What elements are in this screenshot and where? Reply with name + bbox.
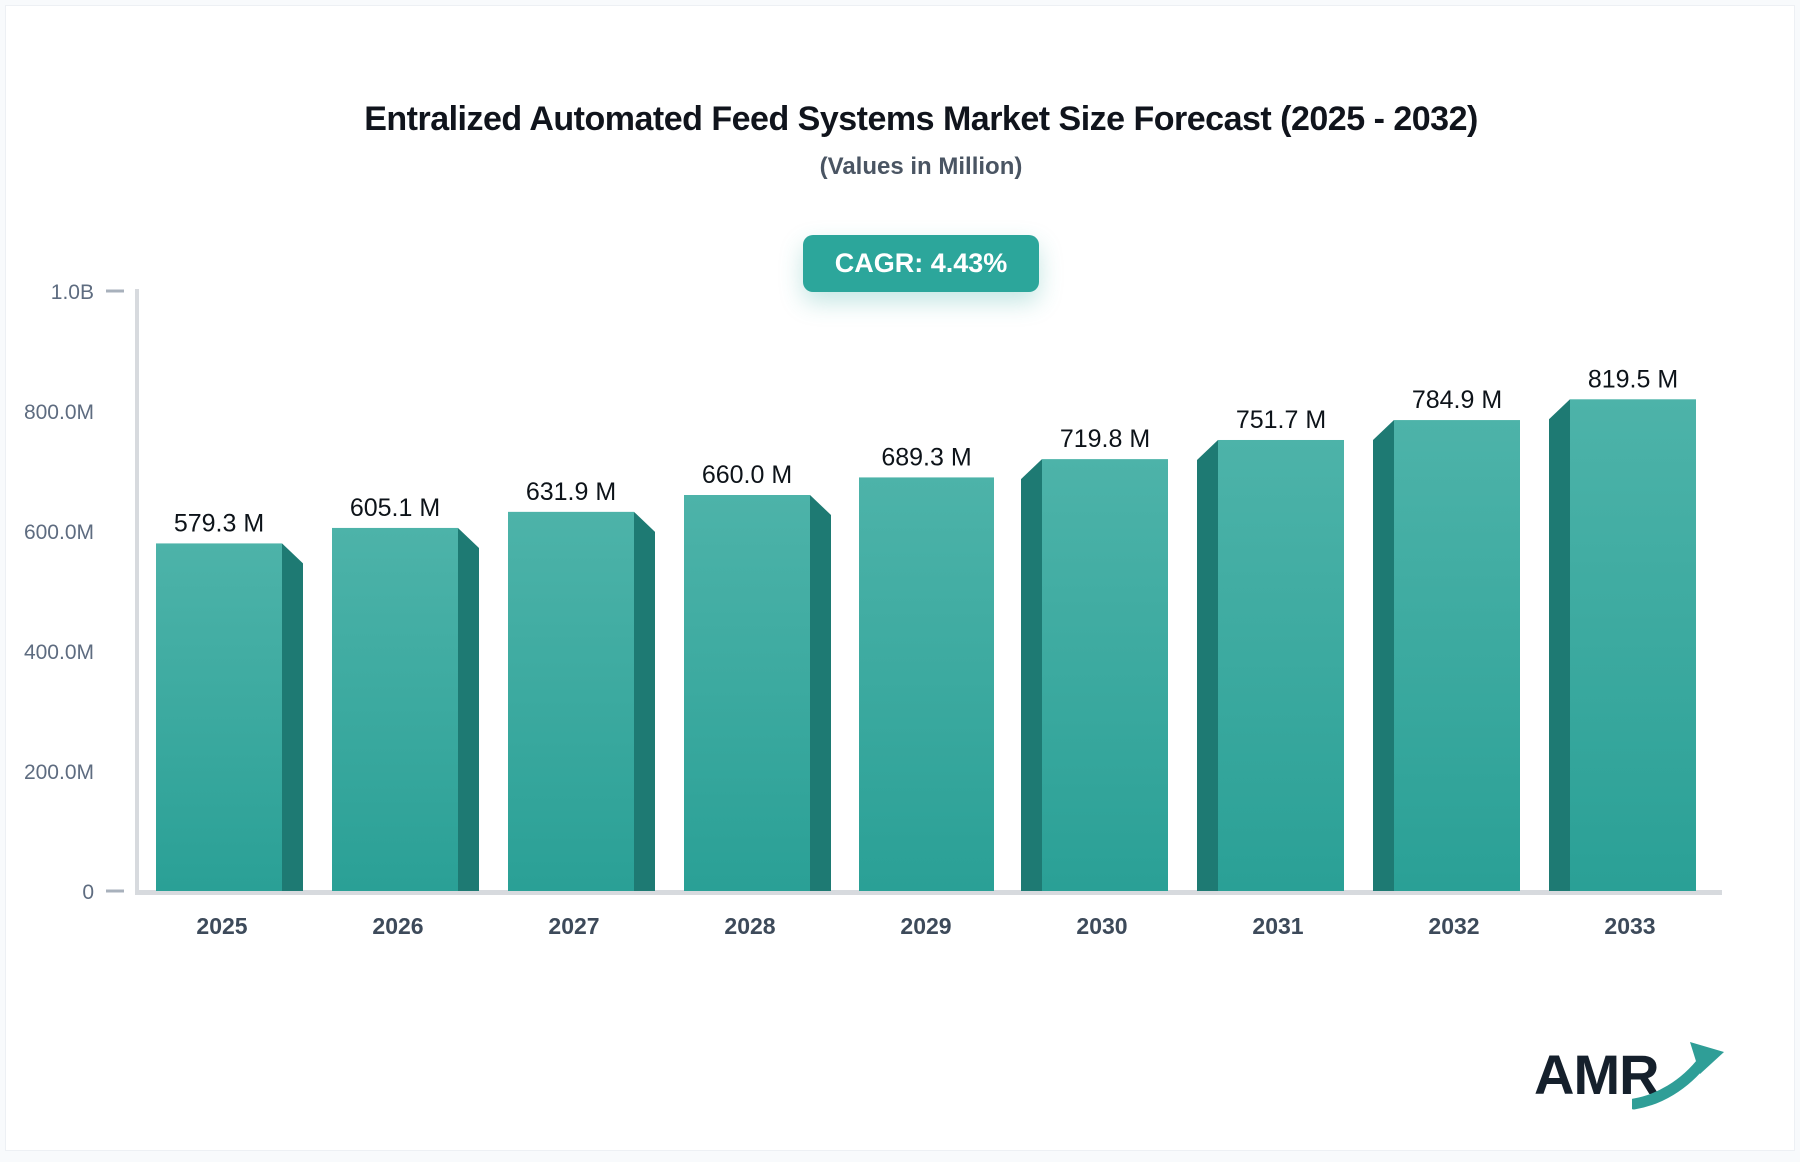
bar-value-label: 751.7 M — [1236, 406, 1326, 434]
bar-value-label: 784.9 M — [1412, 386, 1502, 414]
amr-logo-text: AMR — [1534, 1043, 1660, 1106]
chart-header: Entralized Automated Feed Systems Market… — [136, 6, 1706, 292]
amr-logo: AMR — [1534, 1036, 1734, 1126]
x-tick-label: 2027 — [548, 913, 599, 939]
bar-side-2033 — [1549, 399, 1570, 891]
x-tick-label: 2030 — [1076, 913, 1127, 939]
bar-2026 — [332, 527, 458, 891]
chart-card: 0 200.0M 400.0M 600.0M 800.0M 1.0B 579.3 M 2025… — [5, 5, 1795, 1151]
bar-2029 — [859, 477, 994, 891]
y-tick-label: 400.0M — [24, 641, 94, 664]
y-axis-line — [135, 289, 139, 894]
bar-value-label: 631.9 M — [526, 478, 616, 506]
bar-side-2028 — [810, 495, 831, 891]
bar-side-2025 — [282, 543, 303, 891]
growth-arrow-icon — [1632, 1042, 1724, 1110]
chart-title: Entralized Automated Feed Systems Market… — [364, 100, 1478, 138]
bar-value-label: 819.5 M — [1588, 365, 1678, 393]
bar-side-2032 — [1373, 420, 1394, 891]
y-tick-label: 200.0M — [24, 761, 94, 784]
x-tick-label: 2028 — [724, 913, 775, 939]
bar-value-label: 689.3 M — [881, 443, 971, 471]
bar-value-label: 605.1 M — [350, 494, 440, 522]
y-tick-label: 600.0M — [24, 521, 94, 544]
bar-2032 — [1394, 420, 1520, 891]
chart-subtitle: (Values in Million) — [819, 153, 1023, 180]
y-tick-label: 0 — [82, 881, 94, 904]
cagr-badge: CAGR: 4.43% — [802, 235, 1040, 292]
bar-2033 — [1570, 399, 1696, 891]
y-tick-dash — [106, 889, 124, 893]
bar-2027 — [508, 511, 634, 891]
bar-side-2030 — [1021, 459, 1042, 891]
x-axis-line — [135, 890, 1722, 895]
x-tick-label: 2031 — [1252, 913, 1303, 939]
bar-side-2026 — [458, 527, 479, 891]
x-tick-label: 2032 — [1428, 913, 1479, 939]
bar-value-label: 660.0 M — [702, 461, 792, 489]
x-tick-label: 2029 — [900, 913, 951, 939]
bar-chart-canvas: 0 200.0M 400.0M 600.0M 800.0M 1.0B 579.3 M 2025… — [24, 281, 1722, 939]
x-tick-label: 2033 — [1604, 913, 1655, 939]
cagr-badge-row: CAGR: 4.43% — [136, 235, 1706, 292]
y-tick-dash — [106, 289, 124, 293]
bar-2025 — [156, 543, 282, 891]
y-tick-label: 800.0M — [24, 401, 94, 424]
bar-2028 — [684, 495, 810, 891]
y-tick-label: 1.0B — [51, 281, 94, 304]
bar-value-label: 579.3 M — [174, 509, 264, 537]
bar-side-2031 — [1197, 439, 1218, 891]
x-tick-label: 2026 — [372, 913, 423, 939]
bar-2030 — [1042, 459, 1168, 891]
bar-value-label: 719.8 M — [1060, 425, 1150, 453]
bar-side-2027 — [634, 511, 655, 891]
x-tick-label: 2025 — [196, 913, 247, 939]
bar-2031 — [1218, 439, 1344, 891]
